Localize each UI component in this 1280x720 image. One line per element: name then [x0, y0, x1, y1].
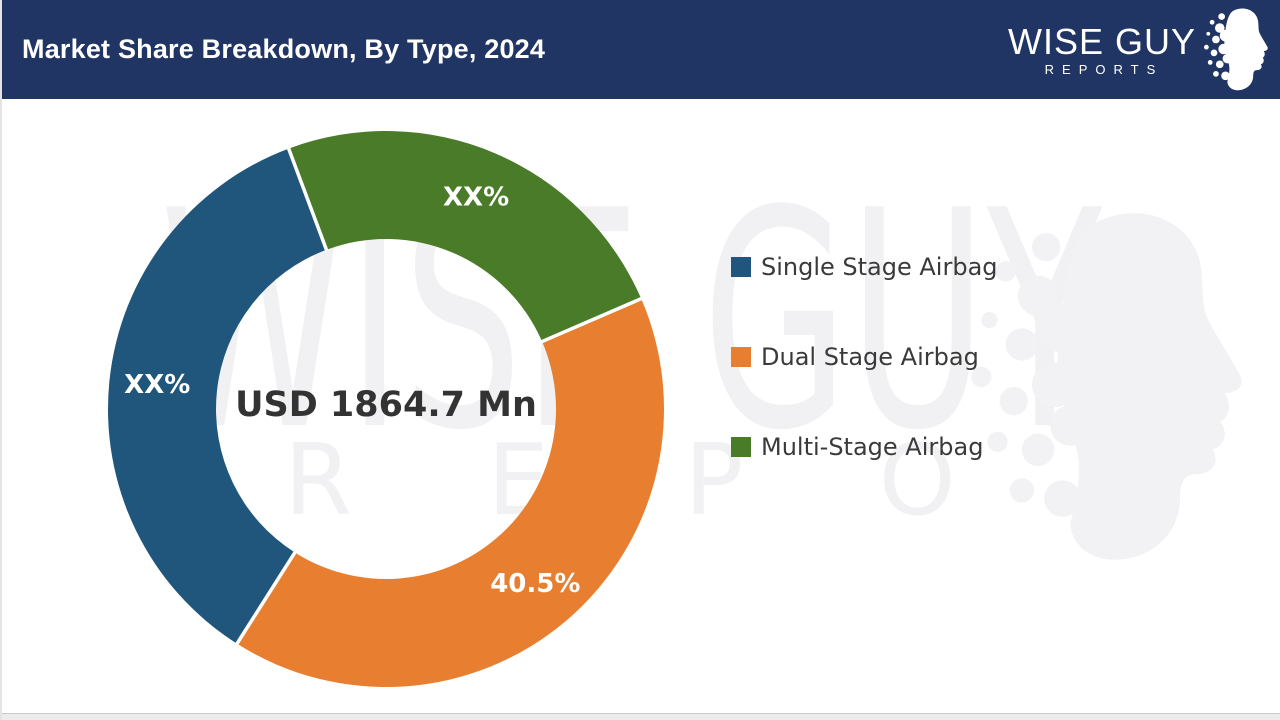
wiseguy-logo: WISE GUY REPORTS [1008, 5, 1272, 95]
logo-face-icon [1203, 8, 1268, 91]
segment-separator [540, 296, 643, 344]
segment-separator [286, 147, 329, 252]
chart-title: Market Share Breakdown, By Type, 2024 [22, 34, 546, 64]
donut-segment-single-stage-airbag [108, 148, 327, 644]
segment-value-label: XX% [443, 182, 509, 212]
legend-label: Dual Stage Airbag [761, 343, 979, 371]
legend-label: Single Stage Airbag [761, 253, 998, 281]
legend-item-single-stage-airbag: Single Stage Airbag [731, 252, 998, 282]
legend-label: Multi-Stage Airbag [761, 433, 984, 461]
legend-swatch [731, 257, 751, 277]
logo-text-block: WISE GUY REPORTS [1008, 23, 1196, 77]
legend-item-dual-stage-airbag: Dual Stage Airbag [731, 342, 998, 372]
legend-swatch [731, 437, 751, 457]
legend-item-multi-stage-airbag: Multi-Stage Airbag [731, 432, 998, 462]
logo-reports-text: REPORTS [1044, 61, 1164, 77]
logo-wiseguy-text: WISE GUY [1007, 21, 1196, 63]
bottom-border-line [2, 713, 1280, 714]
chart-center-value: USD 1864.7 Mn [235, 385, 537, 425]
bottom-edge-strip [2, 714, 1280, 720]
segment-separator [234, 550, 297, 646]
segment-value-label: 40.5% [490, 569, 580, 599]
donut-segment-dual-stage-airbag [236, 298, 664, 687]
segment-value-label: XX% [124, 370, 190, 400]
chart-legend: Single Stage Airbag Dual Stage Airbag Mult… [731, 252, 998, 522]
legend-swatch [731, 347, 751, 367]
donut-segment-multi-stage-airbag [288, 131, 642, 342]
header-bar: Market Share Breakdown, By Type, 2024 WI… [2, 0, 1280, 99]
